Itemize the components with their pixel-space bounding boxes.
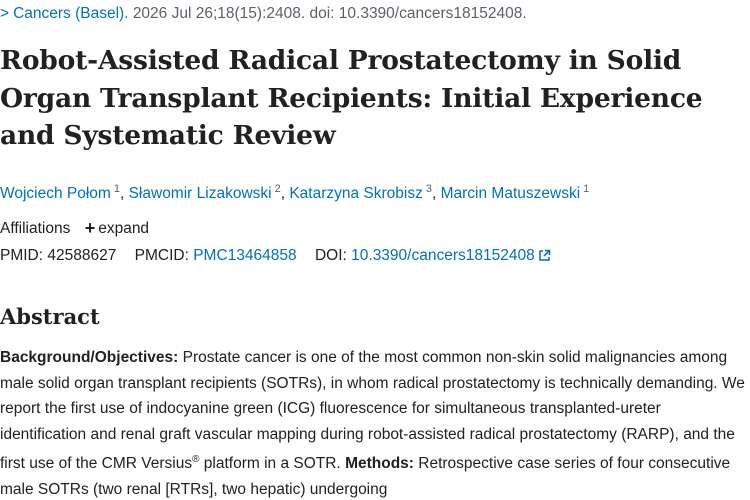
article-title: Robot-Assisted Radical Prostatectomy in …	[0, 45, 703, 151]
pmcid-link[interactable]: PMC13464858	[193, 247, 297, 264]
expand-label: expand	[98, 220, 150, 237]
doi-link[interactable]: 10.3390/cancers18152408	[351, 247, 551, 264]
pmid-value: 42588627	[47, 247, 117, 264]
authors-list: Wojciech Połom 1, Sławomir Lizakowski 2, K…	[0, 178, 589, 205]
author-separator: ,	[280, 185, 290, 202]
abstract-heading: Abstract	[0, 304, 100, 329]
expand-affiliations-button[interactable]: + expand	[84, 218, 150, 238]
identifiers-row: PMID: 42588627 PMCID: PMC13464858 DOI: 1…	[0, 245, 551, 267]
affiliations-label: Affiliations	[0, 220, 71, 237]
affiliation-ref[interactable]: 1	[113, 183, 120, 195]
author-separator: ,	[431, 185, 441, 202]
pmid-label: PMID:	[0, 247, 44, 264]
author-link[interactable]: Marcin Matuszewski	[440, 185, 581, 202]
abstract-text: Background/Objectives: Prostate cancer i…	[0, 345, 745, 500]
affiliations-row: Affiliations + expand	[0, 217, 149, 240]
background-text-end: platform in a SOTR.	[203, 455, 341, 473]
chevron-right-icon[interactable]: >	[0, 5, 10, 22]
background-label: Background/Objectives:	[0, 349, 179, 366]
citation-details: 2026 Jul 26;18(15):2408. doi: 10.3390/ca…	[132, 5, 527, 22]
affiliation-ref[interactable]: 1	[583, 183, 590, 195]
background-text: Prostate cancer is one of the most commo…	[0, 349, 745, 473]
pmcid-label: PMCID:	[134, 247, 189, 264]
doi-label: DOI:	[314, 247, 347, 264]
methods-label: Methods:	[345, 455, 414, 473]
author-link[interactable]: Sławomir Lizakowski	[128, 185, 272, 202]
journal-link[interactable]: Cancers (Basel).	[13, 5, 129, 22]
methods-text: Retrospective case series of four consec…	[0, 455, 731, 498]
author-link[interactable]: Katarzyna Skrobisz	[289, 185, 423, 202]
affiliation-ref[interactable]: 3	[425, 183, 432, 195]
affiliation-ref[interactable]: 2	[274, 183, 281, 195]
plus-icon: +	[84, 218, 96, 238]
doi-value: 10.3390/cancers18152408	[351, 247, 535, 264]
citation-line: > Cancers (Basel). 2026 Jul 26;18(15):240…	[0, 4, 527, 24]
author-link[interactable]: Wojciech Połom	[0, 185, 111, 202]
author-separator: ,	[119, 185, 129, 202]
external-link-icon	[538, 249, 550, 261]
registered-mark: ®	[192, 454, 200, 466]
